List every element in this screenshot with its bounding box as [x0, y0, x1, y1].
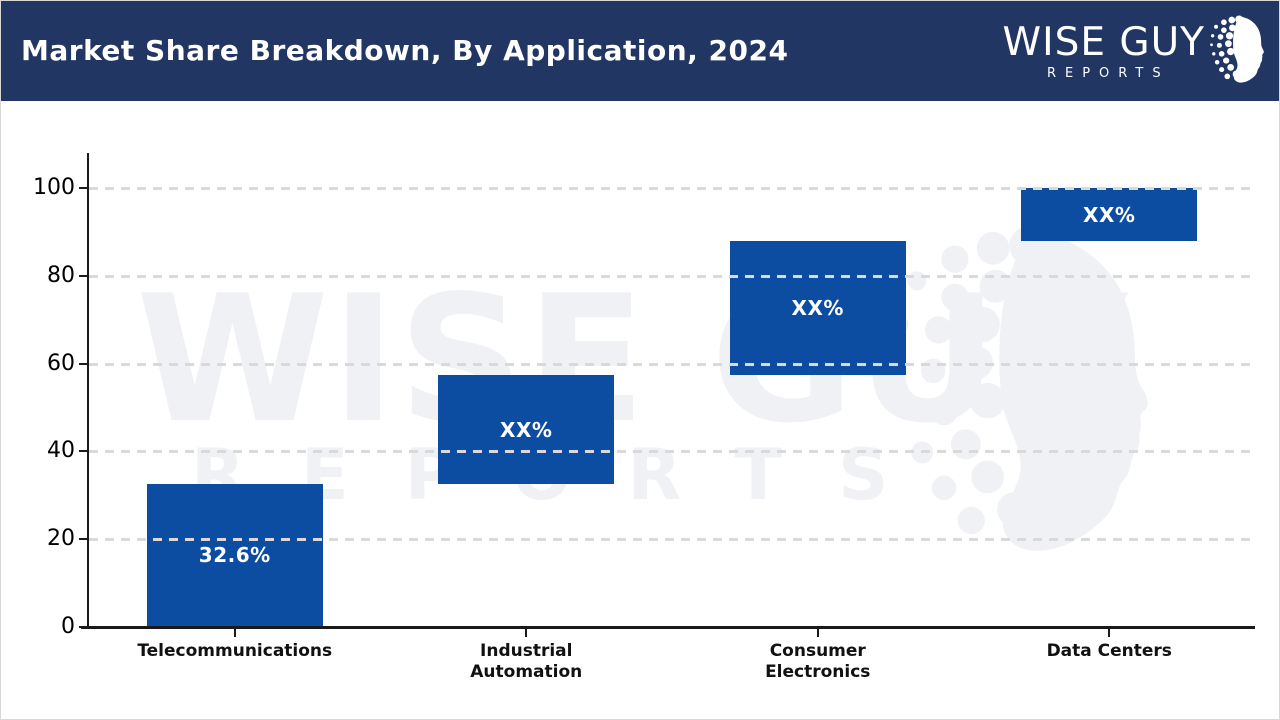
- y-tick-label-40: 40: [47, 438, 75, 464]
- logo-wiseguy-label: WISE GUY: [1002, 20, 1205, 65]
- y-tick-0: [79, 626, 87, 628]
- x-category-line: Consumer: [769, 641, 866, 661]
- x-category-label: Data Centers: [979, 641, 1239, 662]
- x-category-line: Industrial: [480, 641, 573, 661]
- y-tick-60: [79, 362, 87, 365]
- x-category-label: Consumer Electronics: [688, 641, 948, 683]
- x-category-line: Data Centers: [1046, 641, 1172, 661]
- x-category-label: Industrial Automation: [396, 641, 656, 683]
- gridline-40: [89, 450, 1255, 454]
- x-axis-line: [81, 626, 1255, 629]
- x-category-label: Telecommunications: [105, 641, 365, 662]
- x-category-line: Automation: [470, 662, 583, 682]
- y-tick-100: [79, 187, 87, 190]
- x-category-line: Telecommunications: [137, 641, 333, 661]
- wiseguy-logo: WISE GUY REPORTS: [1003, 7, 1269, 95]
- bar-consumer-electronics: [729, 241, 906, 376]
- header-band: Market Share Breakdown, By Application, …: [1, 1, 1279, 101]
- y-tick-label-20: 20: [47, 526, 75, 552]
- chart-title: Market Share Breakdown, By Application, …: [21, 34, 789, 67]
- x-tick-0: [233, 629, 236, 637]
- wiseguy-logo-text: WISE GUY REPORTS: [1002, 20, 1205, 82]
- bar-value-label: 32.6%: [198, 543, 271, 568]
- y-tick-label-80: 80: [47, 262, 75, 288]
- x-tick-2: [816, 629, 819, 637]
- gridline-20: [89, 538, 1255, 542]
- x-tick-1: [525, 629, 528, 637]
- gridline-80: [89, 274, 1255, 278]
- y-tick-20: [79, 538, 87, 541]
- bar-industrial-automation: [438, 375, 615, 484]
- x-tick-3: [1108, 629, 1111, 637]
- y-tick-40: [79, 450, 87, 453]
- y-tick-80: [79, 274, 87, 277]
- gridline-60: [89, 362, 1255, 366]
- bar-value-label: XX%: [791, 296, 844, 321]
- gridline-100: [89, 187, 1255, 191]
- y-tick-label-100: 100: [33, 175, 75, 201]
- bar-value-label: XX%: [500, 417, 553, 442]
- bar-telecommunications: [146, 483, 323, 627]
- y-tick-label-0: 0: [61, 614, 75, 639]
- wiseguy-face-icon: [1210, 15, 1264, 83]
- logo-reports-label: REPORTS: [1046, 66, 1170, 81]
- x-category-line: Electronics: [765, 662, 871, 682]
- bar-data-centers: [1021, 188, 1198, 242]
- bar-value-label: XX%: [1083, 202, 1136, 227]
- y-tick-label-60: 60: [47, 350, 75, 376]
- y-axis-line: [87, 153, 89, 629]
